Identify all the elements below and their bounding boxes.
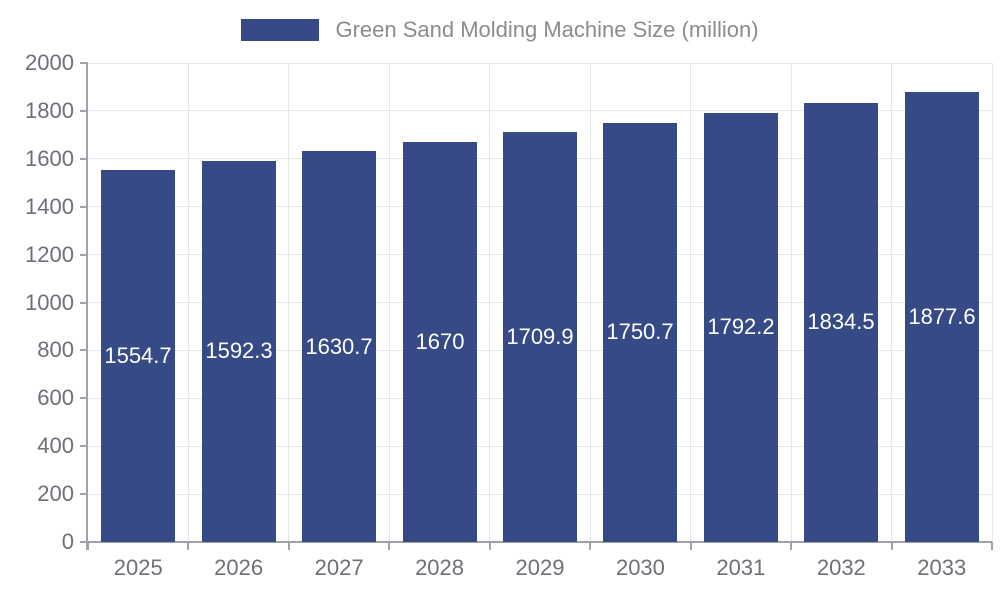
y-axis-tick: [80, 109, 88, 112]
y-axis-label: 200: [37, 481, 74, 507]
y-axis-tick: [80, 62, 88, 64]
y-axis-tick: [80, 253, 88, 256]
y-axis-tick: [80, 205, 88, 208]
x-gridline: [991, 63, 993, 542]
x-axis-label: 2029: [515, 555, 565, 580]
x-gridline: [589, 63, 591, 542]
x-gridline: [187, 63, 189, 542]
y-axis-label: 800: [37, 337, 74, 363]
y-gridline: [88, 110, 992, 112]
bar-value-label: 1630.7: [305, 333, 373, 359]
x-gridline: [288, 63, 290, 542]
legend-swatch: [241, 19, 320, 41]
x-gridline: [790, 63, 792, 542]
x-axis-label: 2026: [214, 555, 264, 580]
x-axis-label: 2030: [615, 555, 665, 580]
x-axis-tick: [187, 542, 190, 550]
y-axis-label: 0: [61, 529, 74, 554]
x-axis-tick: [790, 542, 793, 550]
y-axis-tick: [80, 541, 88, 543]
x-axis-label: 2031: [716, 555, 766, 580]
bar-2033[interactable]: 1877.6: [905, 92, 979, 542]
x-axis-tick: [488, 542, 491, 550]
bar-2028[interactable]: 1670: [403, 142, 477, 542]
x-axis-line: [88, 541, 992, 543]
x-axis-tick: [87, 542, 89, 550]
x-axis-label: 2032: [816, 555, 866, 580]
y-axis-tick: [80, 397, 88, 400]
y-axis-tick: [80, 301, 88, 304]
y-axis-label: 400: [37, 433, 74, 459]
y-axis-label: 600: [37, 385, 74, 411]
x-axis-tick: [388, 542, 391, 550]
bar-2029[interactable]: 1709.9: [503, 132, 577, 542]
x-axis-tick: [287, 542, 290, 550]
y-axis-tick: [80, 157, 88, 160]
bar-2032[interactable]: 1834.5: [804, 102, 878, 542]
bar-2025[interactable]: 1554.7: [101, 169, 175, 542]
x-axis-label: 2028: [415, 555, 465, 580]
legend[interactable]: Green Sand Molding Machine Size (million…: [0, 17, 1000, 43]
legend-label: Green Sand Molding Machine Size (million…: [335, 17, 759, 42]
bar-value-label: 1554.7: [104, 342, 172, 368]
bar-2027[interactable]: 1630.7: [302, 151, 376, 542]
x-gridline: [690, 63, 692, 542]
bar-value-label: 1792.2: [707, 314, 775, 340]
bar-value-label: 1877.6: [908, 304, 976, 330]
x-axis-tick: [890, 542, 893, 550]
y-axis-line: [86, 63, 88, 550]
bar-value-label: 1709.9: [506, 324, 574, 350]
y-axis-label: 1400: [25, 193, 74, 219]
y-axis-label: 1200: [25, 241, 74, 267]
y-axis-tick: [80, 349, 88, 352]
x-gridline: [388, 63, 390, 542]
y-axis-label: 1600: [25, 145, 74, 171]
bar-2026[interactable]: 1592.3: [202, 160, 276, 542]
bar-2031[interactable]: 1792.2: [704, 112, 778, 542]
bar-2030[interactable]: 1750.7: [603, 122, 677, 542]
y-axis-tick: [80, 445, 88, 448]
x-axis-label: 2033: [917, 555, 967, 580]
x-gridline: [891, 63, 893, 542]
x-axis-label: 2027: [314, 555, 364, 580]
y-axis-label: 1800: [25, 97, 74, 123]
bar-value-label: 1750.7: [606, 319, 674, 345]
x-axis-tick: [589, 542, 592, 550]
bar-value-label: 1670: [415, 329, 465, 354]
bar-value-label: 1834.5: [807, 309, 875, 335]
bar-value-label: 1592.3: [205, 338, 273, 364]
y-axis-label: 2000: [25, 50, 74, 75]
x-gridline: [489, 63, 491, 542]
x-axis-tick: [991, 542, 993, 550]
y-axis-tick: [80, 493, 88, 496]
x-axis-label: 2025: [113, 555, 163, 580]
y-gridline: [88, 62, 992, 64]
x-axis-tick: [689, 542, 692, 550]
y-axis-label: 1000: [25, 289, 74, 315]
